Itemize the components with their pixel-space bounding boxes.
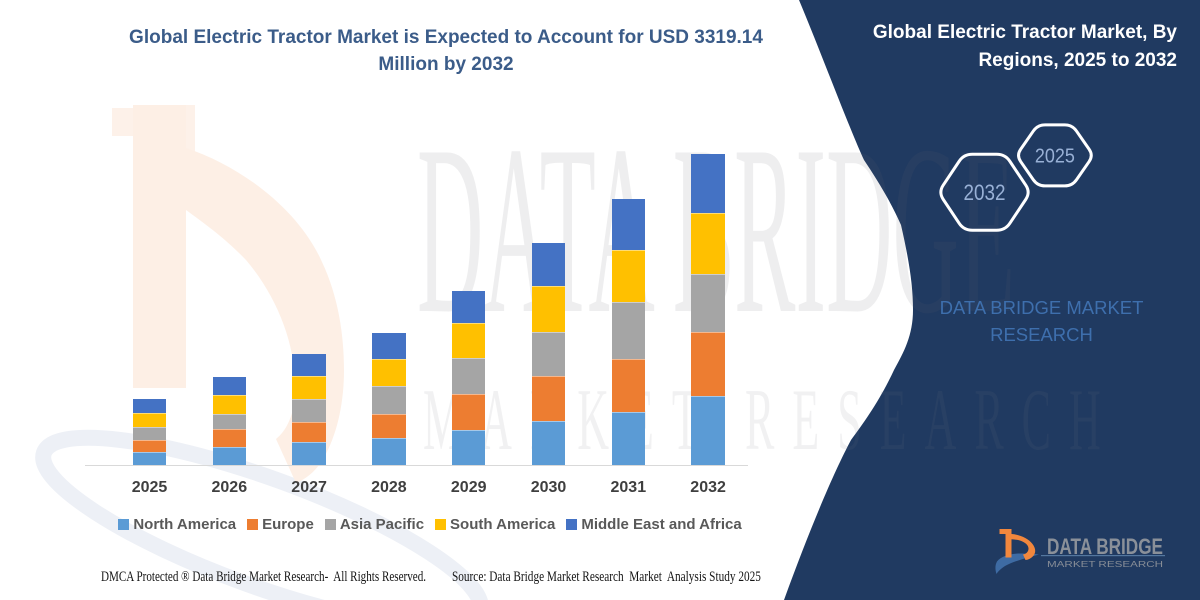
svg-text:2025: 2025: [1035, 145, 1075, 168]
svg-text:DATA BRIDGE: DATA BRIDGE: [1047, 534, 1163, 559]
svg-text:MARKET RESEARCH: MARKET RESEARCH: [1047, 560, 1163, 569]
svg-text:2032: 2032: [964, 180, 1006, 205]
